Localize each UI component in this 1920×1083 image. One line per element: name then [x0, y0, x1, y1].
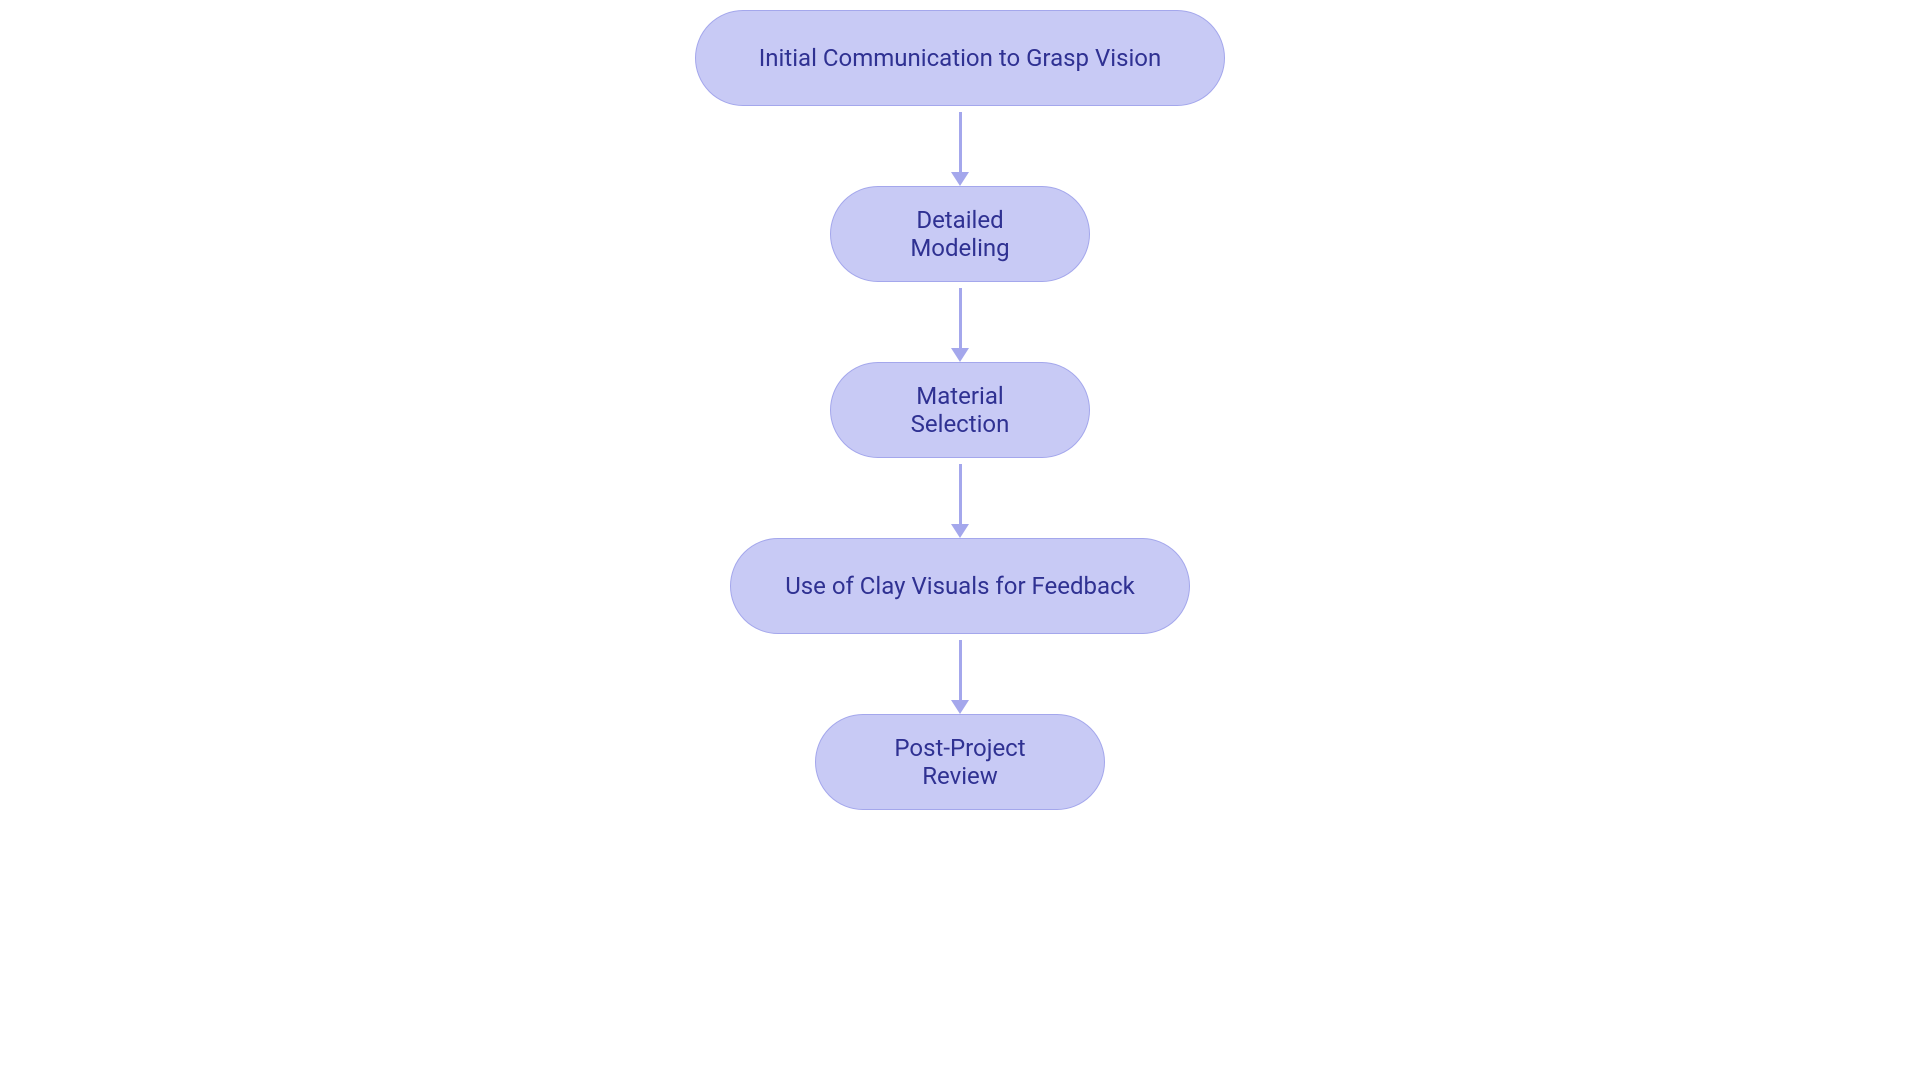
arrow-head-icon	[951, 348, 969, 362]
flowchart-node-2: Detailed Modeling	[830, 186, 1090, 282]
arrow-head-icon	[951, 172, 969, 186]
arrow-line	[959, 112, 962, 180]
arrow-line	[959, 464, 962, 532]
flowchart-container: Initial Communication to Grasp Vision De…	[695, 10, 1225, 810]
flowchart-arrow-2	[959, 282, 962, 362]
arrow-head-icon	[951, 700, 969, 714]
arrow-line	[959, 288, 962, 356]
flowchart-node-5: Post-Project Review	[815, 714, 1105, 810]
flowchart-node-3: Material Selection	[830, 362, 1090, 458]
flowchart-arrow-3	[959, 458, 962, 538]
flowchart-arrow-4	[959, 634, 962, 714]
arrow-head-icon	[951, 524, 969, 538]
arrow-line	[959, 640, 962, 708]
flowchart-arrow-1	[959, 106, 962, 186]
flowchart-node-4: Use of Clay Visuals for Feedback	[730, 538, 1190, 634]
flowchart-node-1: Initial Communication to Grasp Vision	[695, 10, 1225, 106]
